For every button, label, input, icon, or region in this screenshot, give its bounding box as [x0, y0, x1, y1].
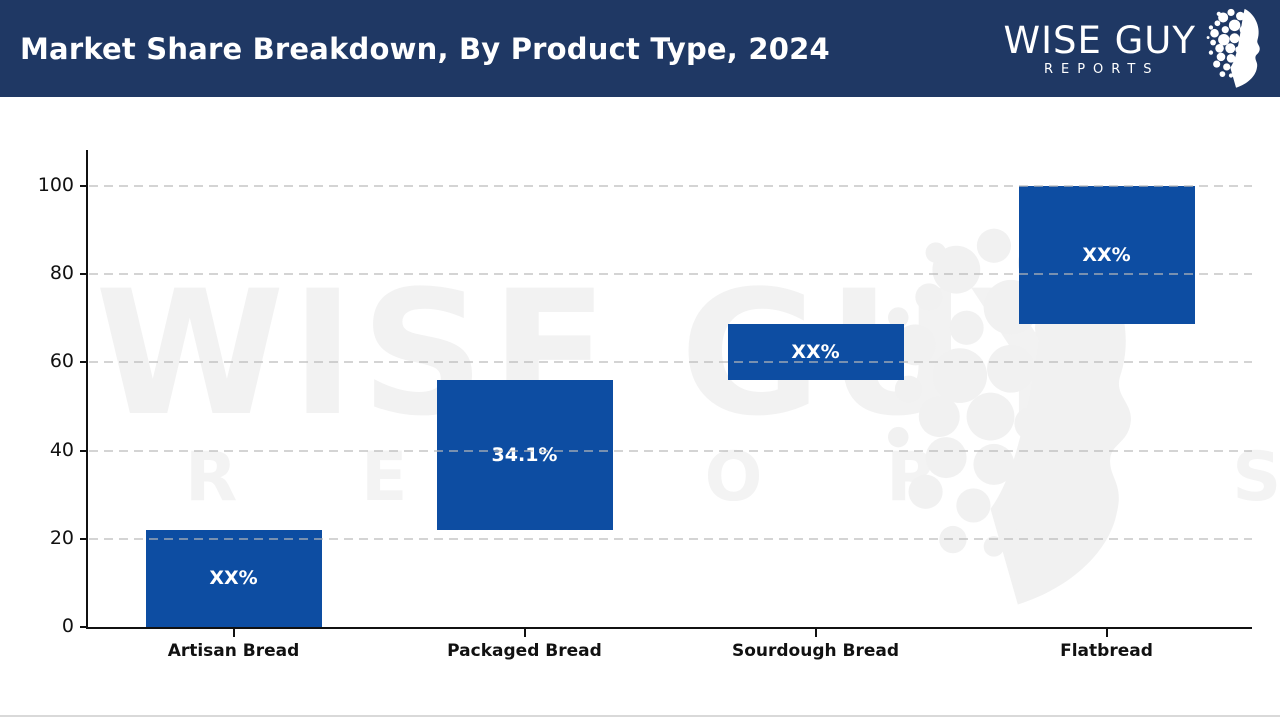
x-axis-line	[86, 627, 1252, 629]
x-tick-mark	[523, 629, 526, 637]
bar-segment: XX%	[145, 529, 322, 627]
bar-value-label: XX%	[1082, 244, 1131, 267]
bar-value-label: 34.1%	[491, 443, 558, 466]
x-tick-mark	[814, 629, 817, 637]
bar-value-label: XX%	[791, 341, 840, 364]
header-band: Market Share Breakdown, By Product Type,…	[0, 0, 1280, 97]
y-tick-label: 80	[49, 262, 74, 285]
y-gridline	[89, 361, 1252, 364]
y-tick-mark	[80, 626, 88, 628]
bar-segment: XX%	[727, 324, 904, 380]
y-tick-label: 20	[49, 526, 74, 549]
logo-text: WISE GUY REPORTS	[1004, 22, 1196, 76]
y-gridline	[89, 273, 1252, 276]
y-gridline	[89, 537, 1252, 540]
wise-guy-reports-logo: WISE GUY REPORTS	[1004, 6, 1280, 92]
x-tick-mark	[232, 629, 235, 637]
bottom-border	[0, 715, 1280, 717]
x-tick-mark	[1105, 629, 1108, 637]
bar-segment: XX%	[1018, 186, 1195, 325]
y-gridline	[89, 449, 1252, 452]
dotted-head-icon	[1206, 8, 1260, 88]
page-title: Market Share Breakdown, By Product Type,…	[20, 31, 830, 66]
x-category-label: Flatbread	[1060, 641, 1153, 661]
x-category-label: Packaged Bread	[447, 641, 602, 661]
y-tick-mark	[80, 273, 88, 276]
y-tick-label: 60	[49, 350, 74, 373]
y-axis-line	[86, 150, 88, 629]
bar-segment: 34.1%	[436, 379, 613, 530]
logo-wordmark: WISE GUY	[1003, 18, 1196, 62]
y-tick-mark	[80, 537, 88, 540]
bar-value-label: XX%	[209, 567, 258, 590]
y-tick-label: 0	[61, 615, 74, 637]
x-category-label: Sourdough Bread	[731, 641, 900, 661]
x-category-label: Artisan Bread	[167, 641, 300, 661]
y-tick-label: 100	[37, 174, 74, 196]
y-tick-mark	[80, 449, 88, 452]
y-gridline	[89, 185, 1252, 187]
y-tick-mark	[80, 185, 88, 187]
logo-subtitle: REPORTS	[1043, 61, 1160, 77]
y-tick-label: 40	[49, 438, 74, 461]
y-tick-mark	[80, 361, 88, 364]
